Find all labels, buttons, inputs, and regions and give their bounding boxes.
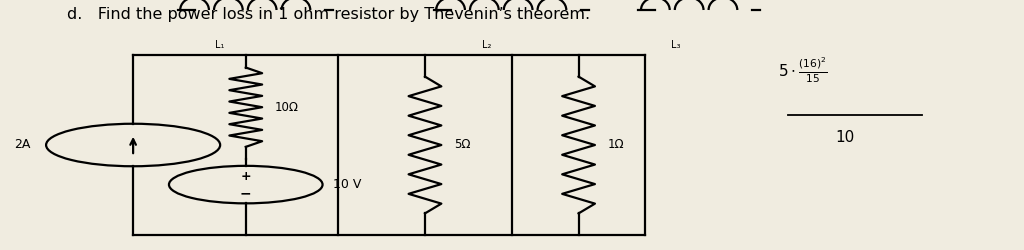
Text: −: − [240, 186, 252, 200]
Text: 5Ω: 5Ω [454, 138, 470, 151]
Text: 1Ω: 1Ω [607, 138, 624, 151]
Text: 10 V: 10 V [333, 178, 361, 191]
Text: d.   Find the power loss in 1 ohm resistor by Thevenin’s theorem.: d. Find the power loss in 1 ohm resistor… [67, 8, 590, 22]
Text: 10: 10 [836, 130, 854, 145]
Text: 10Ω: 10Ω [274, 101, 298, 114]
Text: +: + [241, 170, 251, 183]
Text: 2A: 2A [14, 138, 31, 151]
Text: $5 \cdot \frac{(16)^2}{15}$: $5 \cdot \frac{(16)^2}{15}$ [778, 55, 827, 85]
Text: L₂: L₂ [481, 40, 492, 50]
Text: L₁: L₁ [215, 40, 225, 50]
Text: L₃: L₃ [671, 40, 681, 50]
